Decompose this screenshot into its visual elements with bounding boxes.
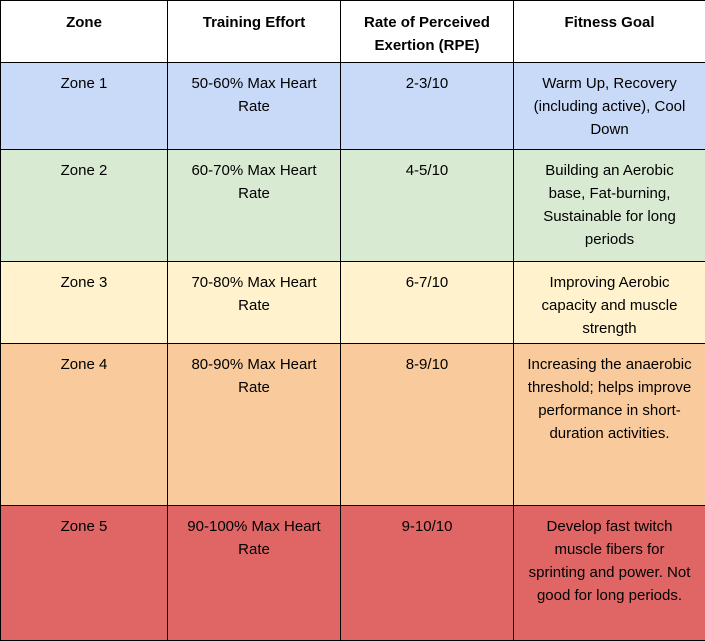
table-row-zone2: Zone 2 60-70% Max Heart Rate 4-5/10 Buil…: [1, 150, 705, 262]
fitness-goal-cell: Develop fast twitch muscle fibers for sp…: [514, 506, 705, 641]
training-effort-cell: 80-90% Max Heart Rate: [168, 344, 341, 506]
zone-cell: Zone 3: [1, 262, 168, 344]
fitness-goal-cell: Increasing the anaerobic threshold; help…: [514, 344, 705, 506]
header-rpe: Rate of Perceived Exertion (RPE): [341, 1, 514, 63]
table-row-zone3: Zone 3 70-80% Max Heart Rate 6-7/10 Impr…: [1, 262, 705, 344]
table-row-zone4: Zone 4 80-90% Max Heart Rate 8-9/10 Incr…: [1, 344, 705, 506]
training-effort-cell: 70-80% Max Heart Rate: [168, 262, 341, 344]
zone-cell: Zone 1: [1, 63, 168, 150]
header-row: Zone Training Effort Rate of Perceived E…: [1, 1, 705, 63]
table-row-zone5: Zone 5 90-100% Max Heart Rate 9-10/10 De…: [1, 506, 705, 641]
table-row-zone1: Zone 1 50-60% Max Heart Rate 2-3/10 Warm…: [1, 63, 705, 150]
rpe-cell: 4-5/10: [341, 150, 514, 262]
header-zone: Zone: [1, 1, 168, 63]
training-effort-cell: 60-70% Max Heart Rate: [168, 150, 341, 262]
fitness-goal-cell: Warm Up, Recovery (including active), Co…: [514, 63, 705, 150]
zone-cell: Zone 5: [1, 506, 168, 641]
zone-cell: Zone 4: [1, 344, 168, 506]
zone-cell: Zone 2: [1, 150, 168, 262]
rpe-cell: 8-9/10: [341, 344, 514, 506]
fitness-goal-cell: Improving Aerobic capacity and muscle st…: [514, 262, 705, 344]
training-effort-cell: 90-100% Max Heart Rate: [168, 506, 341, 641]
header-training-effort: Training Effort: [168, 1, 341, 63]
rpe-cell: 2-3/10: [341, 63, 514, 150]
fitness-goal-cell: Building an Aerobic base, Fat-burning, S…: [514, 150, 705, 262]
header-fitness-goal: Fitness Goal: [514, 1, 705, 63]
training-effort-cell: 50-60% Max Heart Rate: [168, 63, 341, 150]
rpe-cell: 6-7/10: [341, 262, 514, 344]
rpe-cell: 9-10/10: [341, 506, 514, 641]
